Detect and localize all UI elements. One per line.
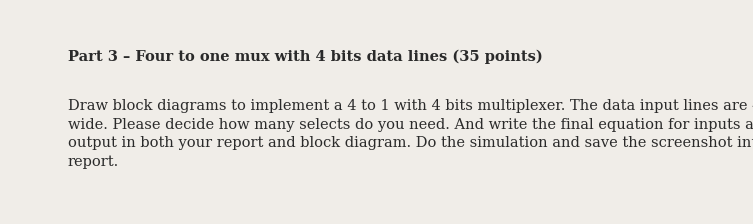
- Text: Part 3 – Four to one mux with 4 bits data lines (35 points): Part 3 – Four to one mux with 4 bits dat…: [68, 49, 542, 64]
- Text: Draw block diagrams to implement a 4 to 1 with 4 bits multiplexer. The data inpu: Draw block diagrams to implement a 4 to …: [68, 99, 753, 169]
